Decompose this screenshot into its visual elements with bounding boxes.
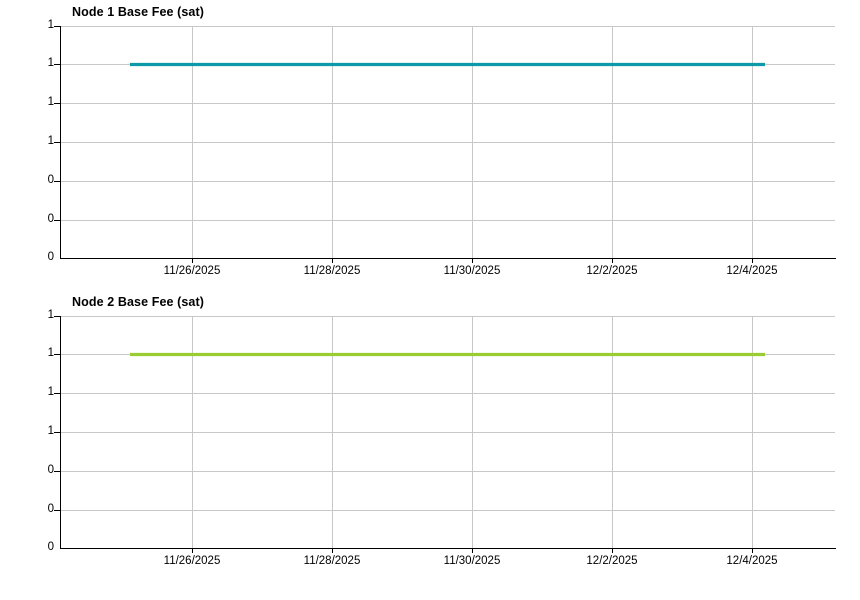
y-axis-line-node-1: [60, 26, 61, 259]
x-axis-line-node-2: [60, 548, 836, 549]
chart-title-node-2: Node 2 Base Fee (sat): [72, 295, 205, 309]
x-tick-mark-node-1-0: [192, 258, 193, 263]
y-tick-mark-node-2-4: [54, 471, 60, 472]
x-tick-mark-node-1-3: [612, 258, 613, 263]
x-tick-label-node-1-0: 11/26/2025: [163, 265, 221, 277]
x-tick-mark-node-2-4: [752, 548, 753, 553]
plot-svg-node-2: [60, 316, 835, 548]
y-tick-label-node-1-5: 0: [47, 213, 54, 225]
x-tick-label-node-2-2: 11/30/2025: [443, 555, 501, 567]
x-tick-mark-node-1-1: [332, 258, 333, 263]
chart-panel-node-2: Node 2 Base Fee (sat): [0, 290, 860, 600]
y-tick-label-node-1-6: 0: [47, 251, 54, 263]
y-tick-label-node-1-2: 1: [47, 96, 54, 108]
y-tick-label-node-1-4: 0: [47, 174, 54, 186]
x-tick-mark-node-1-4: [752, 258, 753, 263]
y-tick-label-node-2-2: 1: [47, 386, 54, 398]
x-tick-mark-node-1-2: [472, 258, 473, 263]
y-tick-label-node-2-0: 1: [47, 309, 54, 321]
x-tick-mark-node-2-2: [472, 548, 473, 553]
plot-area-node-1: [60, 26, 835, 258]
x-tick-label-node-2-4: 12/4/2025: [726, 555, 778, 567]
x-tick-label-node-1-4: 12/4/2025: [726, 265, 778, 277]
x-tick-label-node-1-3: 12/2/2025: [586, 265, 638, 277]
x-tick-mark-node-2-1: [332, 548, 333, 553]
x-tick-mark-node-2-0: [192, 548, 193, 553]
x-tick-mark-node-2-3: [612, 548, 613, 553]
y-tick-mark-node-2-2: [54, 393, 60, 394]
chart-panel-node-1: Node 1 Base Fee (sat): [0, 0, 860, 290]
y-tick-label-node-1-3: 1: [47, 135, 54, 147]
y-tick-mark-node-1-0: [54, 26, 60, 27]
y-tick-label-node-2-4: 0: [47, 464, 54, 476]
x-tick-label-node-1-1: 11/28/2025: [303, 265, 361, 277]
horizontal-gridlines-node-2: [60, 316, 835, 511]
x-axis-line-node-1: [60, 258, 836, 259]
y-tick-mark-node-1-5: [54, 220, 60, 221]
x-tick-label-node-2-1: 11/28/2025: [303, 555, 361, 567]
horizontal-gridlines-node-1: [60, 26, 835, 221]
y-tick-label-node-1-1: 1: [47, 57, 54, 69]
y-tick-mark-node-2-5: [54, 510, 60, 511]
x-tick-label-node-1-2: 11/30/2025: [443, 265, 501, 277]
x-tick-label-node-2-0: 11/26/2025: [163, 555, 221, 567]
y-tick-mark-node-2-0: [54, 316, 60, 317]
y-tick-label-node-2-3: 1: [47, 425, 54, 437]
y-tick-mark-node-1-3: [54, 142, 60, 143]
plot-svg-node-1: [60, 26, 835, 258]
x-tick-label-node-2-3: 12/2/2025: [586, 555, 638, 567]
y-tick-mark-node-1-1: [54, 64, 60, 65]
y-tick-mark-node-2-3: [54, 432, 60, 433]
y-tick-label-node-2-1: 1: [47, 347, 54, 359]
y-axis-line-node-2: [60, 316, 61, 549]
y-tick-mark-node-1-2: [54, 103, 60, 104]
chart-title-node-1: Node 1 Base Fee (sat): [72, 5, 205, 19]
y-tick-label-node-1-0: 1: [47, 19, 54, 31]
y-tick-mark-node-2-1: [54, 354, 60, 355]
plot-area-node-2: [60, 316, 835, 548]
y-tick-label-node-2-5: 0: [47, 503, 54, 515]
y-tick-mark-node-1-4: [54, 181, 60, 182]
y-tick-label-node-2-6: 0: [47, 541, 54, 553]
